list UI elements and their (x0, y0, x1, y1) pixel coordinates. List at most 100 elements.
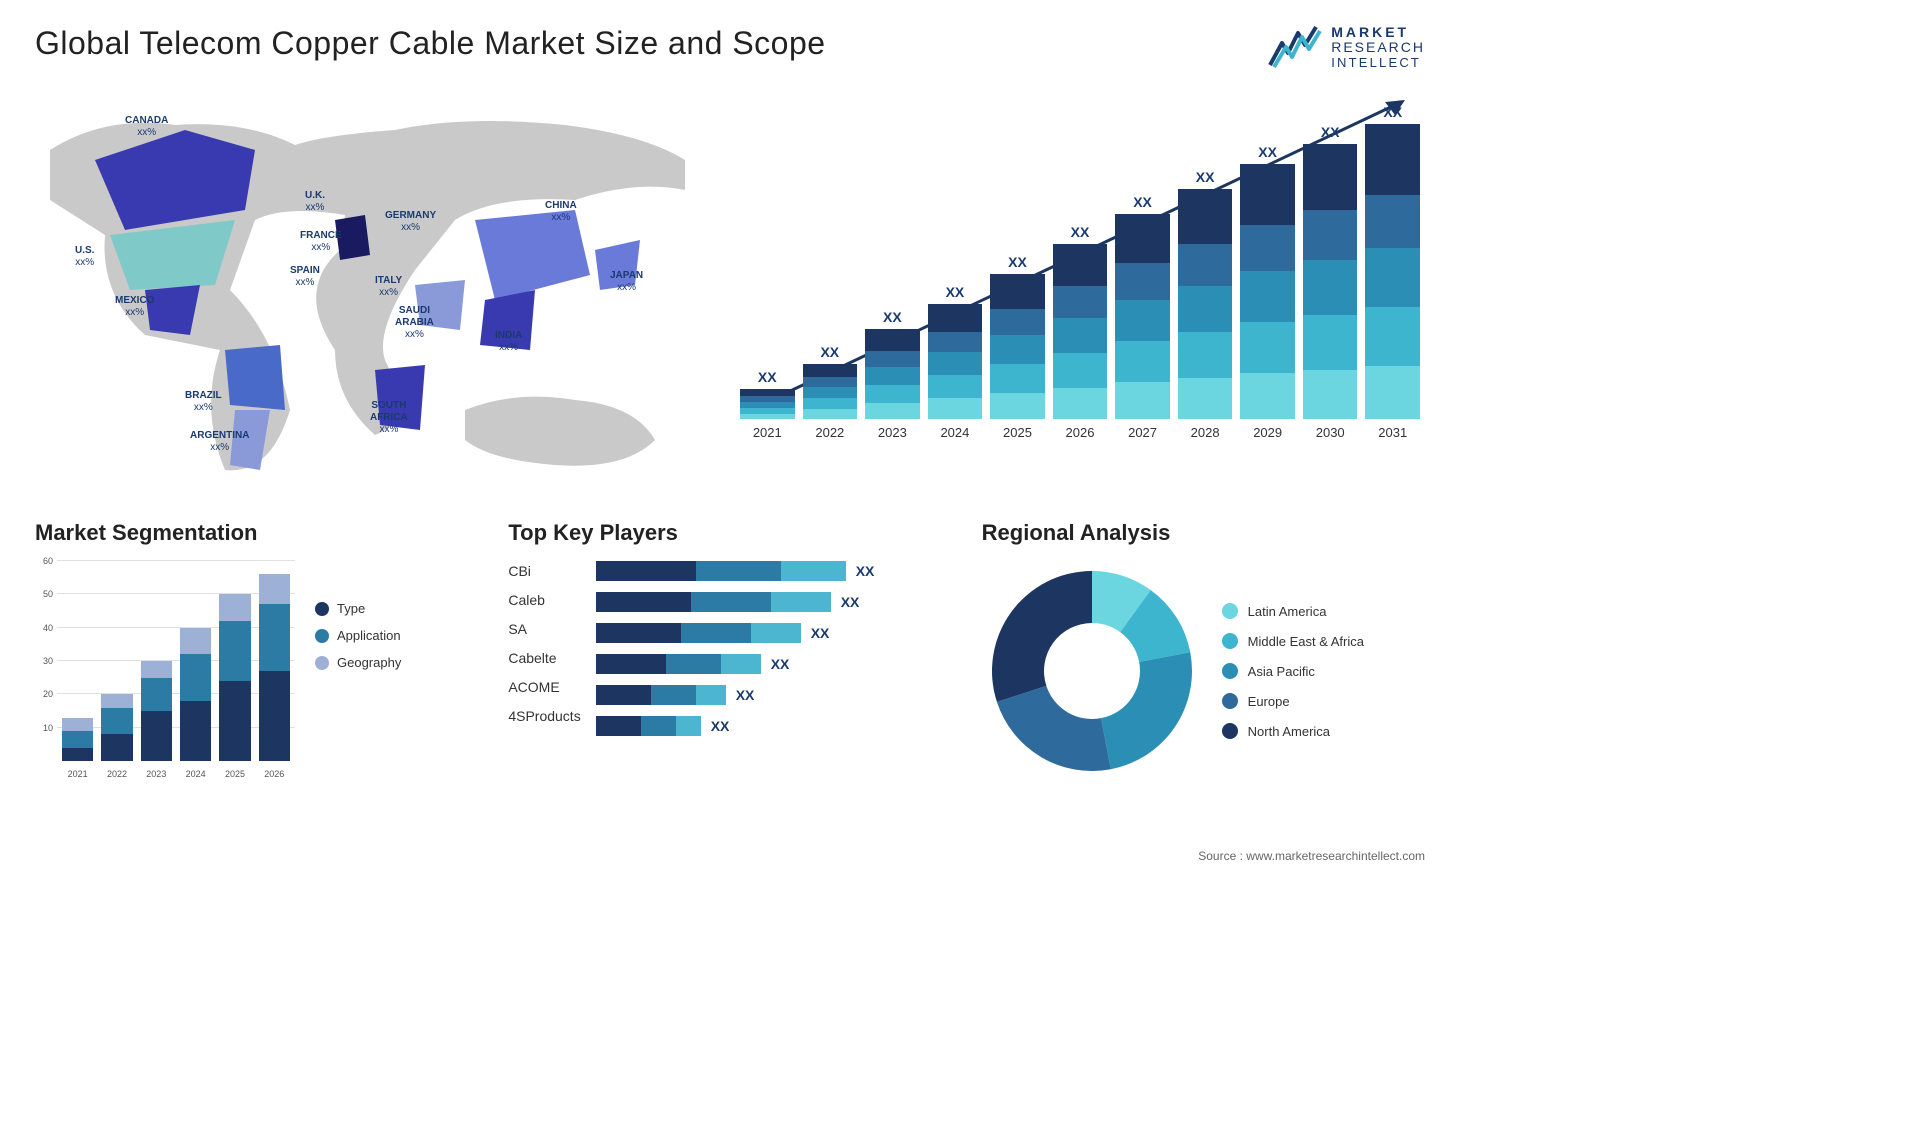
seg-bar: 2026 (259, 574, 290, 761)
source-attribution: Source : www.marketresearchintellect.com (1198, 849, 1425, 863)
seg-bar: 2021 (62, 718, 93, 761)
player-value: XX (711, 718, 730, 734)
map-country-label: SAUDIARABIAxx% (395, 305, 434, 341)
forecast-bar: XX 2028 (1178, 169, 1233, 440)
player-value: XX (736, 687, 755, 703)
forecast-bar: XX 2023 (865, 309, 920, 440)
forecast-bar-value: XX (1258, 144, 1277, 160)
player-value: XX (841, 594, 860, 610)
forecast-bar: XX 2027 (1115, 194, 1170, 440)
forecast-bar-value: XX (820, 344, 839, 360)
forecast-bar: XX2021 (740, 369, 795, 440)
forecast-bar: XX 2024 (928, 284, 983, 440)
seg-ytick: 40 (43, 623, 53, 633)
player-bar-row: XX (596, 654, 952, 674)
donut-slice (1101, 652, 1192, 769)
regional-legend-item: North America (1222, 723, 1364, 739)
map-country-label: SPAINxx% (290, 265, 320, 289)
regional-donut-chart (982, 561, 1202, 781)
forecast-bar-year: 2022 (815, 425, 844, 440)
logo-text-2: RESEARCH (1331, 40, 1425, 55)
seg-ytick: 10 (43, 723, 53, 733)
map-country-label: GERMANYxx% (385, 210, 436, 234)
forecast-bar-value: XX (1133, 194, 1152, 210)
regional-legend-item: Latin America (1222, 603, 1364, 619)
map-country-label: JAPANxx% (610, 270, 643, 294)
forecast-bar-value: XX (883, 309, 902, 325)
forecast-bar-year: 2024 (940, 425, 969, 440)
seg-ytick: 50 (43, 589, 53, 599)
world-map: CANADAxx%U.S.xx%MEXICOxx%BRAZILxx%ARGENT… (35, 90, 705, 490)
seg-ytick: 30 (43, 656, 53, 666)
map-country-label: SOUTHAFRICAxx% (370, 400, 408, 436)
player-name: 4SProducts (508, 708, 580, 724)
forecast-bar-value: XX (1321, 124, 1340, 140)
seg-bar-year: 2021 (68, 769, 88, 779)
seg-bar-year: 2024 (186, 769, 206, 779)
player-bar-row: XX (596, 716, 952, 736)
forecast-bar-year: 2028 (1191, 425, 1220, 440)
donut-slice (992, 571, 1092, 702)
regional-legend-item: Asia Pacific (1222, 663, 1364, 679)
donut-slice (997, 686, 1111, 771)
player-value: XX (771, 656, 790, 672)
logo-text-1: MARKET (1331, 25, 1425, 40)
forecast-bar-value: XX (1196, 169, 1215, 185)
map-country-label: MEXICOxx% (115, 295, 154, 319)
logo-text-3: INTELLECT (1331, 56, 1425, 70)
logo-icon (1268, 25, 1323, 70)
seg-legend-item: Geography (315, 655, 401, 670)
forecast-bar-year: 2027 (1128, 425, 1157, 440)
segmentation-legend: TypeApplicationGeography (315, 561, 401, 781)
forecast-bar-year: 2031 (1378, 425, 1407, 440)
page-title: Global Telecom Copper Cable Market Size … (35, 25, 826, 62)
player-bar-row: XX (596, 623, 952, 643)
player-name: ACOME (508, 679, 580, 695)
map-country-label: FRANCExx% (300, 230, 342, 254)
segmentation-section: Market Segmentation 102030405060 2021202… (35, 520, 478, 781)
forecast-bar-year: 2029 (1253, 425, 1282, 440)
player-value: XX (811, 625, 830, 641)
forecast-bar-value: XX (946, 284, 965, 300)
regional-section: Regional Analysis Latin America Middle Ea… (982, 520, 1425, 781)
regional-legend-item: Middle East & Africa (1222, 633, 1364, 649)
forecast-bar-year: 2026 (1066, 425, 1095, 440)
segmentation-chart: 102030405060 202120222023202420252026 (35, 561, 295, 781)
segmentation-title: Market Segmentation (35, 520, 478, 546)
seg-bar: 2023 (141, 661, 172, 761)
forecast-bar-value: XX (1071, 224, 1090, 240)
map-country-label: CHINAxx% (545, 200, 577, 224)
map-country-label: U.S.xx% (75, 245, 94, 269)
forecast-bar: XX 2025 (990, 254, 1045, 440)
forecast-bar-value: XX (1008, 254, 1027, 270)
player-value: XX (856, 563, 875, 579)
seg-legend-item: Type (315, 601, 401, 616)
player-bar-row: XX (596, 561, 952, 581)
player-bar-row: XX (596, 685, 952, 705)
player-bar-row: XX (596, 592, 952, 612)
forecast-bar-year: 2023 (878, 425, 907, 440)
forecast-bar-year: 2025 (1003, 425, 1032, 440)
player-name: Cabelte (508, 650, 580, 666)
seg-bar-year: 2026 (264, 769, 284, 779)
seg-ytick: 60 (43, 556, 53, 566)
map-country-label: INDIAxx% (495, 330, 522, 354)
forecast-bar-value: XX (758, 369, 777, 385)
regional-title: Regional Analysis (982, 520, 1425, 546)
player-name: Caleb (508, 592, 580, 608)
map-country-label: CANADAxx% (125, 115, 168, 139)
seg-bar: 2022 (101, 694, 132, 761)
players-title: Top Key Players (508, 520, 951, 546)
regional-legend-item: Europe (1222, 693, 1364, 709)
map-country-label: ARGENTINAxx% (190, 430, 249, 454)
forecast-bar: XX 2026 (1053, 224, 1108, 440)
seg-bar-year: 2025 (225, 769, 245, 779)
seg-bar: 2025 (219, 594, 250, 761)
seg-bar-year: 2022 (107, 769, 127, 779)
seg-bar: 2024 (180, 628, 211, 761)
player-name: CBi (508, 563, 580, 579)
seg-bar-year: 2023 (146, 769, 166, 779)
forecast-bar: XX 2029 (1240, 144, 1295, 440)
brand-logo: MARKET RESEARCH INTELLECT (1268, 25, 1425, 70)
players-section: Top Key Players CBiCalebSACabelteACOME4S… (508, 520, 951, 781)
